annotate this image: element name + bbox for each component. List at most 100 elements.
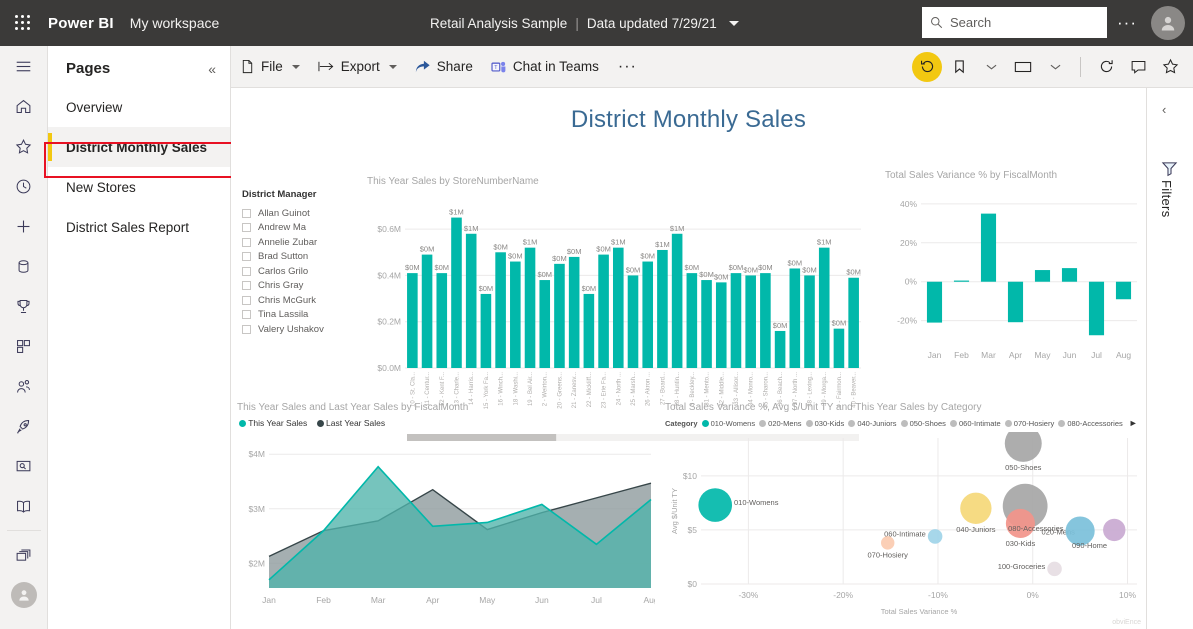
home-icon[interactable] [0, 86, 48, 126]
svg-text:Jul: Jul [1091, 350, 1102, 360]
bubble-legend[interactable]: Category 010-Womens 020-Mens 030-Kids 04… [665, 418, 1147, 428]
legend-entry[interactable]: 050-Shoes [900, 419, 946, 428]
slicer-item[interactable]: Valery Ushakov [242, 322, 357, 337]
hamburger-icon[interactable] [0, 46, 48, 86]
slicer-item[interactable]: Tina Lassila [242, 308, 357, 323]
checkbox-icon[interactable] [242, 223, 251, 233]
checkbox-icon[interactable] [242, 237, 251, 247]
trophy-icon[interactable] [0, 286, 48, 326]
visual-category-bubble[interactable]: Total Sales Variance %, Avg $/Unit TY an… [665, 402, 1147, 628]
rocket-icon[interactable] [0, 406, 48, 446]
legend-swatch-this-year [239, 420, 246, 428]
svg-text:10 - St. Cla...: 10 - St. Cla... [410, 372, 416, 407]
slicer-item[interactable]: Carlos Grilo [242, 264, 357, 279]
view-fit-icon[interactable] [1008, 52, 1038, 82]
book-icon[interactable] [0, 486, 48, 526]
checkbox-icon[interactable] [242, 252, 251, 262]
visual-ty-ly-area[interactable]: This Year Sales and Last Year Sales by F… [237, 402, 657, 628]
file-menu-button[interactable]: File [231, 46, 309, 88]
svg-text:Aug: Aug [643, 595, 655, 605]
page-item-new-stores[interactable]: New Stores [66, 179, 136, 195]
export-menu-button[interactable]: Export [309, 46, 406, 88]
monitor-search-icon[interactable] [0, 446, 48, 486]
chevron-left-icon[interactable]: ‹ [1162, 102, 1167, 117]
checkbox-icon[interactable] [242, 295, 251, 305]
svg-text:28 - Huntin...: 28 - Huntin... [675, 372, 681, 407]
checkbox-icon[interactable] [242, 310, 251, 320]
bookmark-chevron-down-icon[interactable] [976, 52, 1006, 82]
chevron-down-icon[interactable] [728, 20, 739, 26]
checkbox-icon[interactable] [242, 208, 251, 218]
page-item-overview[interactable]: Overview [66, 99, 123, 115]
legend-entry[interactable]: 040-Juniors [848, 419, 897, 428]
slicer-item[interactable]: Chris Gray [242, 279, 357, 294]
toolbar-more-button[interactable]: ··· [617, 57, 637, 75]
bookmark-icon[interactable] [944, 52, 974, 82]
slicer-item[interactable]: Allan Guinot [242, 206, 357, 221]
area-legend[interactable]: This Year Sales Last Year Sales [239, 418, 385, 428]
checkbox-icon[interactable] [242, 324, 251, 334]
app-launcher-icon[interactable] [0, 0, 46, 46]
area-plot[interactable]: $2M $3M $4M Jan Feb Mar Apr May Jun Jul Aug [237, 436, 655, 626]
filter-funnel-icon[interactable] [1161, 160, 1178, 180]
slicer-item[interactable]: Andrew Ma [242, 221, 357, 236]
district-manager-slicer[interactable]: District Manager Allan Guinot Andrew Ma … [242, 189, 357, 339]
slicer-item-label: Chris Gray [258, 280, 304, 292]
share-button[interactable]: Share [406, 46, 482, 88]
svg-text:34 - Monro...: 34 - Monro... [749, 372, 755, 406]
legend-entry[interactable]: 020-Mens [759, 419, 802, 428]
top-more-button[interactable]: ··· [1117, 13, 1137, 32]
svg-text:$1M: $1M [817, 238, 832, 247]
favorite-star-icon[interactable] [1155, 52, 1185, 82]
legend-entry[interactable]: 080-Accessories [1058, 419, 1123, 428]
checkbox-icon[interactable] [242, 281, 251, 291]
svg-text:2 - Weirton...: 2 - Weirton... [543, 372, 549, 407]
database-icon[interactable] [0, 246, 48, 286]
svg-text:100-Groceries: 100-Groceries [998, 562, 1046, 571]
search-input[interactable]: Search [922, 7, 1107, 38]
svg-text:Jul: Jul [591, 595, 602, 605]
clock-icon[interactable] [0, 166, 48, 206]
svg-text:10%: 10% [1119, 590, 1136, 600]
legend-entry[interactable]: 070-Hosiery [1004, 419, 1054, 428]
reset-icon[interactable] [912, 51, 942, 82]
svg-text:0%: 0% [905, 277, 918, 287]
legend-next-arrow-icon[interactable]: ► [1128, 418, 1138, 428]
legend-entry[interactable]: 010-Womens [701, 419, 755, 428]
visual-store-sales-bar[interactable]: This Year Sales by StoreNumberName $0.0M… [367, 176, 865, 472]
slicer-item[interactable]: Brad Sutton [242, 250, 357, 265]
bubble-plot[interactable]: $0 $5 $10 -30% -20% -10% 0% 10% 010-Womens 050-Sh… [665, 432, 1147, 624]
visual-sales-variance-bar[interactable]: Total Sales Variance % by FiscalMonth -2… [885, 170, 1147, 462]
powerbi-brand-label[interactable]: Power BI [48, 14, 114, 32]
svg-text:16 - Winch...: 16 - Winch... [499, 372, 505, 406]
rail-avatar-icon[interactable] [0, 575, 48, 615]
workspaces-icon[interactable] [0, 535, 48, 575]
comment-icon[interactable] [1123, 52, 1153, 82]
store-sales-bar-plot[interactable]: $0.0M $0.2M $0.4M $0.6M $0M 10 - St. Cla... $0… [367, 192, 865, 470]
star-icon[interactable] [0, 126, 48, 166]
account-avatar-icon[interactable] [1151, 6, 1185, 40]
workspace-label[interactable]: My workspace [129, 15, 220, 31]
apps-grid-icon[interactable] [0, 326, 48, 366]
chat-in-teams-label: Chat in Teams [512, 59, 599, 74]
legend-entry[interactable]: 060-Intimate [949, 418, 1001, 428]
svg-text:-20%: -20% [897, 316, 917, 326]
variance-bar-plot[interactable]: -20% 0% 20% 40% Jan Feb Mar Apr May Jun Jul Aug [885, 186, 1143, 456]
page-item-district-sales-report[interactable]: District Sales Report [66, 219, 190, 235]
plus-icon[interactable] [0, 206, 48, 246]
page-item-district-monthly-sales[interactable]: District Monthly Sales [48, 127, 230, 167]
svg-text:15 - York Fa...: 15 - York Fa... [484, 372, 490, 410]
view-chevron-down-icon[interactable] [1040, 52, 1070, 82]
checkbox-icon[interactable] [242, 266, 251, 276]
refresh-icon[interactable] [1091, 52, 1121, 82]
filters-pane-collapsed[interactable]: ‹ Filters [1146, 88, 1193, 629]
slicer-item[interactable]: Annelie Zubar [242, 235, 357, 250]
svg-text:T: T [494, 65, 498, 71]
slicer-item[interactable]: Chris McGurk [242, 293, 357, 308]
legend-label: 060-Intimate [959, 418, 1001, 428]
chat-in-teams-button[interactable]: T Chat in Teams [482, 46, 608, 88]
people-icon[interactable] [0, 366, 48, 406]
legend-entry[interactable]: 030-Kids [805, 419, 844, 428]
double-chevron-left-icon[interactable]: « [208, 60, 216, 77]
